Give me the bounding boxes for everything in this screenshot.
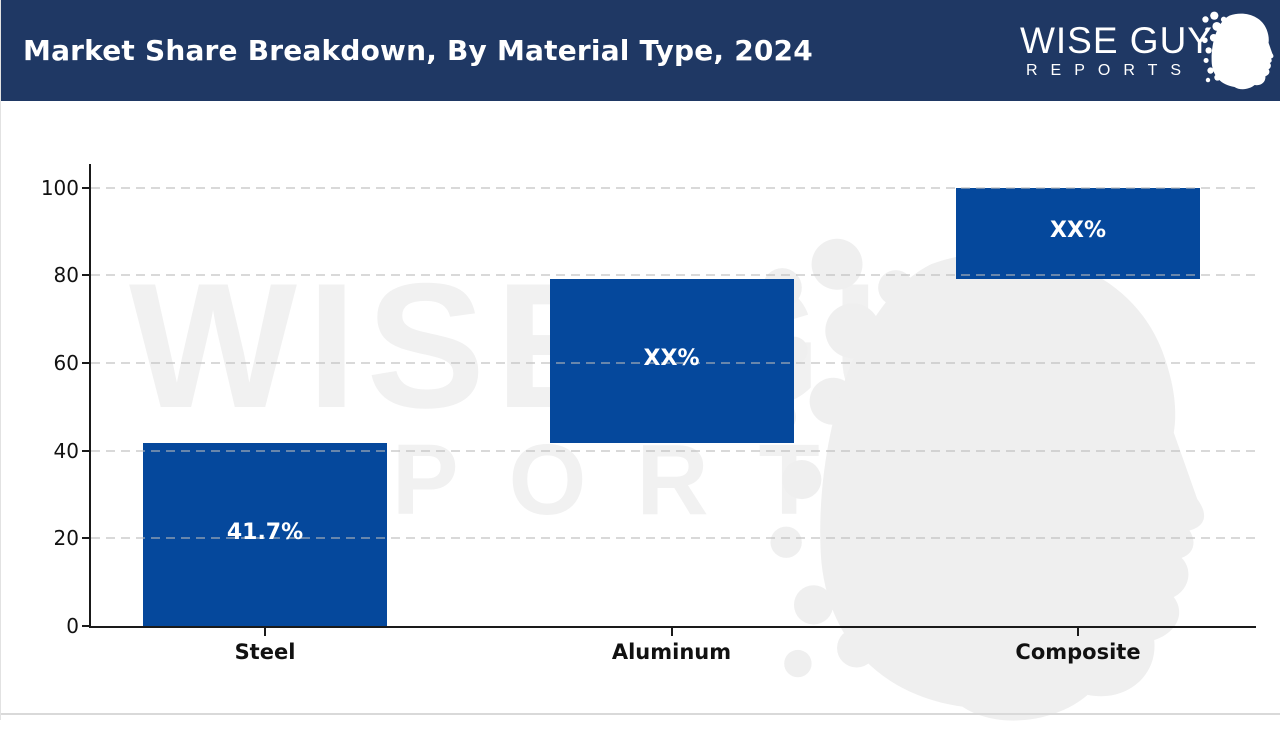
y-tick (82, 625, 90, 627)
y-tick (82, 537, 90, 540)
y-tick (82, 274, 90, 277)
x-tick (264, 628, 266, 636)
y-tick-label: 80 (53, 263, 79, 288)
gridline-40 (91, 449, 1255, 452)
bar-value-label: XX% (1050, 218, 1106, 244)
bar-value-label: 41.7% (226, 519, 304, 545)
y-tick-label: 60 (53, 351, 79, 375)
logo-sub-label: REPORTS (1025, 62, 1195, 79)
y-tick-label: 20 (53, 526, 79, 551)
page-title: Market Share Breakdown, By Material Type… (23, 34, 813, 67)
y-tick (82, 449, 90, 452)
x-category-label: Steel (234, 640, 296, 664)
plot-area: 0 20 40 60 80 100 41.7% Steel XX% Aluminum XX% Comp… (1, 101, 1280, 720)
logo-text: WISE GUY REPORTS (1020, 22, 1213, 79)
chart-area: WISE GUY REPORTS 02040608010041.7%SteelX… (1, 101, 1280, 721)
y-tick-label: 0 (66, 614, 79, 638)
y-tick-label: 40 (53, 438, 79, 463)
bar-value-label: XX% (643, 346, 700, 372)
y-tick (82, 362, 90, 364)
x-category-label: Aluminum (611, 640, 732, 664)
wiseguy-logo: WISE GUY REPORTS (1020, 10, 1275, 92)
gridline-20 (91, 537, 1255, 540)
gridline-100 (91, 186, 1255, 189)
x-tick (1077, 628, 1079, 636)
gridline-80 (91, 274, 1255, 277)
x-tick (670, 628, 673, 636)
y-tick (82, 186, 90, 189)
y-tick-label: 100 (40, 175, 79, 200)
y-axis-line (89, 164, 91, 628)
logo-brand-label: WISE GUY (1019, 20, 1213, 61)
bar-steel (143, 443, 387, 626)
bottom-divider (1, 713, 1280, 715)
x-axis-line (89, 626, 1256, 628)
x-category-label: Composite (1015, 640, 1141, 664)
gridline-60 (91, 362, 1255, 364)
dots-face-icon (1201, 11, 1274, 89)
bar-composite (956, 187, 1200, 279)
bar-aluminum (549, 278, 794, 444)
header-bar: Market Share Breakdown, By Material Type… (1, 0, 1280, 101)
